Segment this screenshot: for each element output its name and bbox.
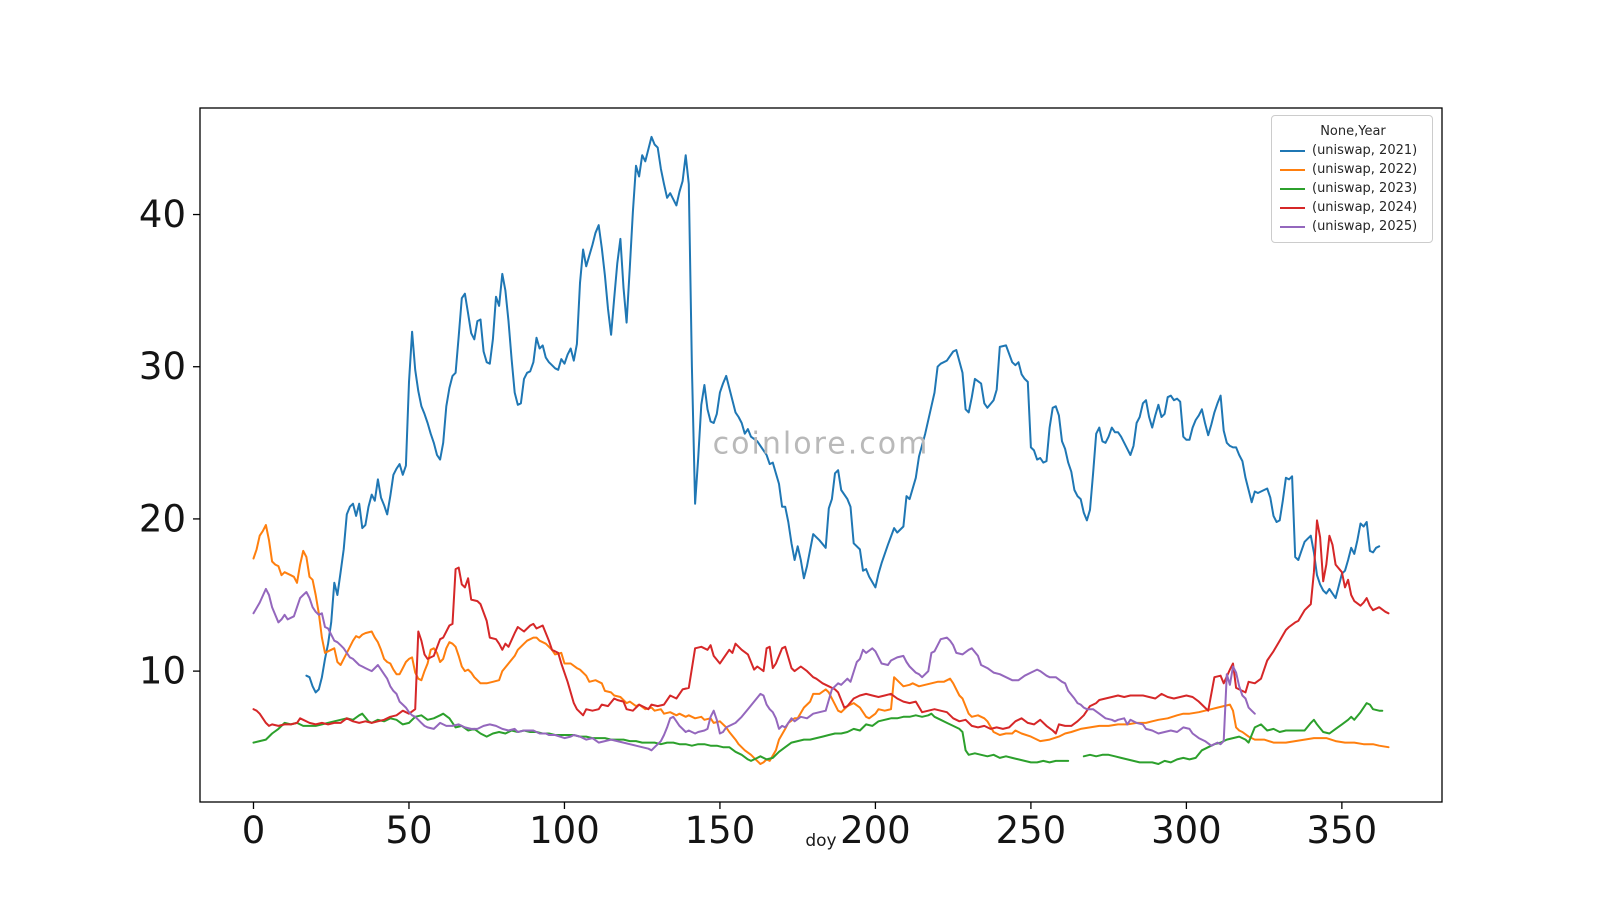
series-line-uniswap-2025 bbox=[252, 587, 1256, 752]
y-tick-label: 30 bbox=[139, 345, 186, 388]
x-tick-label: 0 bbox=[242, 809, 266, 852]
legend-entry-label: (uniswap, 2025) bbox=[1312, 219, 1418, 234]
legend-entry-label: (uniswap, 2022) bbox=[1312, 162, 1418, 177]
x-tick-label: 50 bbox=[385, 809, 432, 852]
legend-line-icon bbox=[1280, 206, 1305, 209]
y-tick-label: 20 bbox=[139, 497, 186, 540]
legend: None,Year (uniswap, 2021) (uniswap, 2022… bbox=[1271, 115, 1433, 243]
legend-entry-2021: (uniswap, 2021) bbox=[1280, 144, 1426, 157]
x-tick-label: 150 bbox=[685, 809, 756, 852]
series-line-uniswap-2022 bbox=[252, 524, 1390, 765]
axes-spines bbox=[199, 107, 1443, 803]
legend-entry-label: (uniswap, 2021) bbox=[1312, 143, 1418, 158]
legend-line-icon bbox=[1280, 187, 1305, 190]
legend-line-icon bbox=[1280, 149, 1305, 152]
legend-entry-2022: (uniswap, 2022) bbox=[1280, 163, 1426, 176]
x-tick-label: 100 bbox=[529, 809, 600, 852]
legend-line-icon bbox=[1280, 225, 1305, 228]
series-line-uniswap-2023 bbox=[252, 702, 1384, 765]
y-tick-label: 40 bbox=[139, 193, 186, 236]
legend-entry-2023: (uniswap, 2023) bbox=[1280, 182, 1426, 195]
legend-line-icon bbox=[1280, 168, 1305, 171]
x-axis-label: doy bbox=[805, 831, 837, 851]
legend-entry-label: (uniswap, 2023) bbox=[1312, 181, 1418, 196]
series-line-uniswap-2024 bbox=[252, 519, 1390, 735]
x-tick-label: 250 bbox=[996, 809, 1067, 852]
legend-entry-2024: (uniswap, 2024) bbox=[1280, 201, 1426, 214]
x-tick-label: 350 bbox=[1307, 809, 1378, 852]
legend-entry-2025: (uniswap, 2025) bbox=[1280, 220, 1426, 233]
y-tick-label: 10 bbox=[139, 650, 186, 693]
legend-entry-label: (uniswap, 2024) bbox=[1312, 200, 1418, 215]
legend-title: None,Year bbox=[1320, 124, 1386, 139]
x-tick-label: 300 bbox=[1151, 809, 1222, 852]
series-line-uniswap-2021 bbox=[305, 135, 1381, 694]
x-tick-label: 200 bbox=[840, 809, 911, 852]
